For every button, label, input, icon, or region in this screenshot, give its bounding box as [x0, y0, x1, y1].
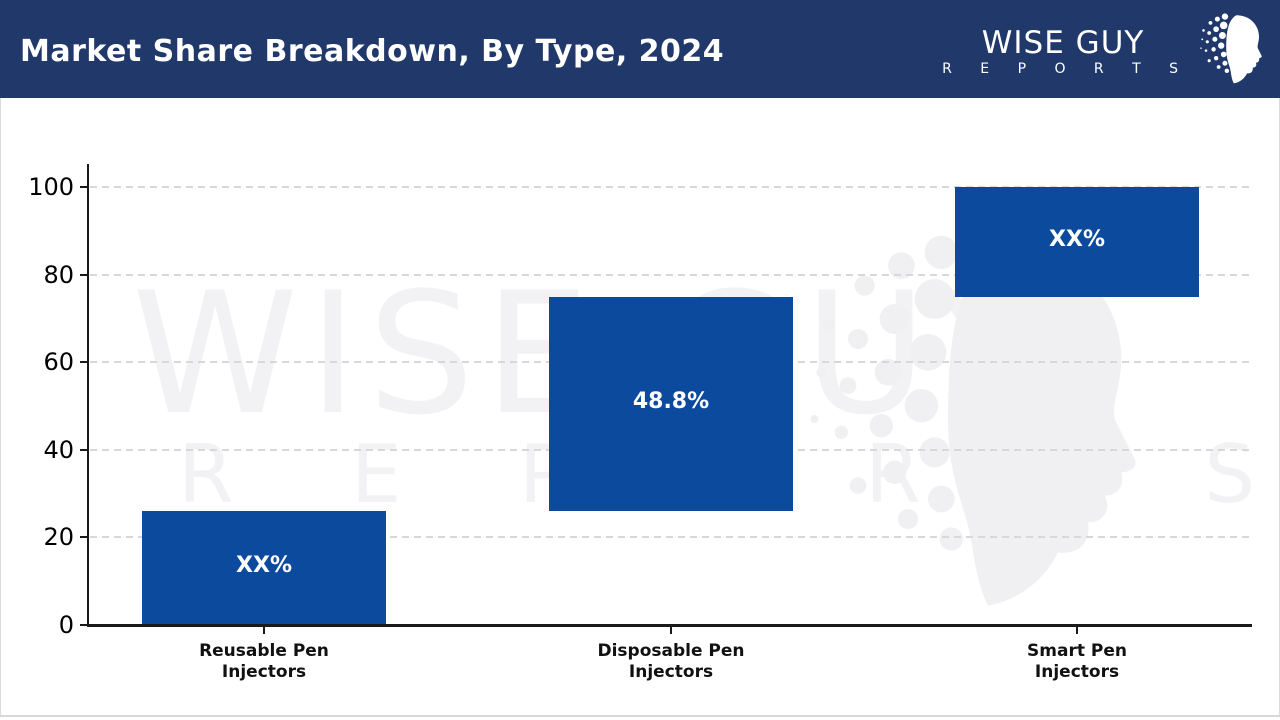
gridline-100 [90, 186, 1252, 188]
bar-value-label-disposable-pen-injectors: 48.8% [632, 389, 710, 415]
page-border-left [0, 98, 1, 717]
y-tick-label-60: 60 [43, 348, 74, 377]
bar-reusable-pen-injectors: XX% [142, 511, 386, 625]
logo-subtext: R E P O R T S [942, 60, 1190, 77]
y-tick-mark-0 [80, 624, 88, 626]
y-tick-mark-100 [80, 186, 88, 188]
bar-value-label-smart-pen-injectors: XX% [1049, 227, 1105, 253]
gridline-80 [90, 273, 1252, 276]
y-tick-label-0: 0 [58, 611, 74, 639]
bar-smart-pen-injectors: XX% [955, 187, 1199, 298]
category-label-reusable-pen-injectors: Reusable Pen Injectors [199, 641, 329, 682]
x-axis-line [87, 624, 1252, 627]
gridline-20 [90, 536, 1252, 539]
x-tick-mark-disposable-pen-injectors [670, 627, 672, 634]
header-bar: Market Share Breakdown, By Type, 2024 WI… [0, 0, 1280, 98]
y-tick-label-40: 40 [43, 435, 74, 464]
y-tick-mark-60 [80, 361, 88, 364]
y-tick-mark-40 [80, 448, 88, 451]
y-tick-mark-20 [80, 536, 88, 539]
category-label-smart-pen-injectors: Smart Pen Injectors [1027, 641, 1127, 682]
y-axis-spine [87, 164, 89, 627]
bar-value-label-reusable-pen-injectors: XX% [236, 553, 292, 579]
logo-wordmark: WISE GUY [981, 24, 1145, 61]
x-tick-mark-smart-pen-injectors [1076, 627, 1078, 634]
x-tick-mark-reusable-pen-injectors [263, 627, 265, 634]
page-border-bottom [0, 715, 1280, 717]
y-tick-label-100: 100 [28, 173, 74, 201]
category-label-disposable-pen-injectors: Disposable Pen Injectors [597, 641, 745, 682]
bar-disposable-pen-injectors: 48.8% [549, 297, 793, 512]
logo-text: WISE GUY R E P O R T S [936, 24, 1190, 77]
y-tick-label-80: 80 [43, 260, 74, 289]
y-tick-mark-80 [80, 273, 88, 276]
page-title: Market Share Breakdown, By Type, 2024 [20, 34, 725, 69]
y-tick-label-20: 20 [43, 523, 74, 552]
wise-guy-logo: WISE GUY R E P O R T S [936, 8, 1268, 92]
